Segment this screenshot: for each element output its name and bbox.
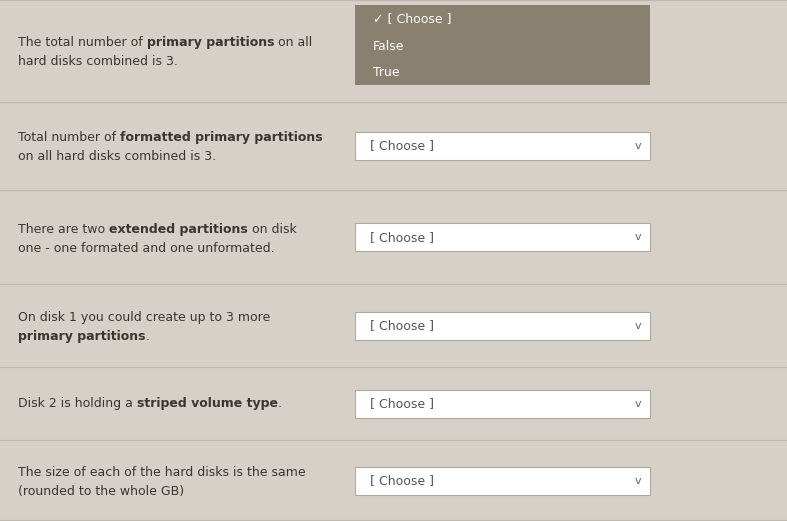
Text: [ Choose ]: [ Choose ] [370, 231, 434, 243]
Text: v: v [634, 141, 641, 151]
Text: v: v [634, 476, 641, 486]
Bar [355, 223, 650, 251]
Text: v: v [634, 399, 641, 409]
Bar [355, 5, 650, 85]
Text: Total number of: Total number of [18, 131, 120, 144]
Text: on all hard disks combined is 3.: on all hard disks combined is 3. [18, 151, 216, 164]
Text: Disk 2 is holding a: Disk 2 is holding a [18, 398, 137, 410]
Text: The total number of: The total number of [18, 36, 146, 49]
Text: on disk: on disk [248, 222, 297, 235]
Text: On disk 1 you could create up to 3 more: On disk 1 you could create up to 3 more [18, 311, 270, 324]
Text: primary partitions: primary partitions [146, 36, 274, 49]
Bar [355, 312, 650, 340]
Text: True: True [373, 67, 400, 80]
Text: on all: on all [274, 36, 312, 49]
Text: striped volume type: striped volume type [137, 398, 278, 410]
Text: [ Choose ]: [ Choose ] [370, 140, 434, 152]
Text: .: . [146, 330, 150, 343]
Text: .: . [278, 398, 282, 410]
Bar [355, 467, 650, 494]
Bar [355, 390, 650, 418]
Text: There are two: There are two [18, 222, 109, 235]
Text: [ Choose ]: [ Choose ] [370, 474, 434, 487]
Text: False: False [373, 41, 405, 54]
Text: one - one formated and one unformated.: one - one formated and one unformated. [18, 242, 275, 255]
Bar [355, 132, 650, 160]
Text: v: v [634, 232, 641, 242]
Text: extended partitions: extended partitions [109, 222, 248, 235]
Text: hard disks combined is 3.: hard disks combined is 3. [18, 55, 178, 68]
Text: [ Choose ]: [ Choose ] [370, 398, 434, 410]
Text: primary partitions: primary partitions [18, 330, 146, 343]
Text: ✓ [ Choose ]: ✓ [ Choose ] [373, 13, 452, 26]
Text: formatted primary partitions: formatted primary partitions [120, 131, 323, 144]
Text: (rounded to the whole GB): (rounded to the whole GB) [18, 485, 184, 498]
Text: [ Choose ]: [ Choose ] [370, 319, 434, 332]
Text: The size of each of the hard disks is the same: The size of each of the hard disks is th… [18, 466, 305, 479]
Text: v: v [634, 320, 641, 331]
